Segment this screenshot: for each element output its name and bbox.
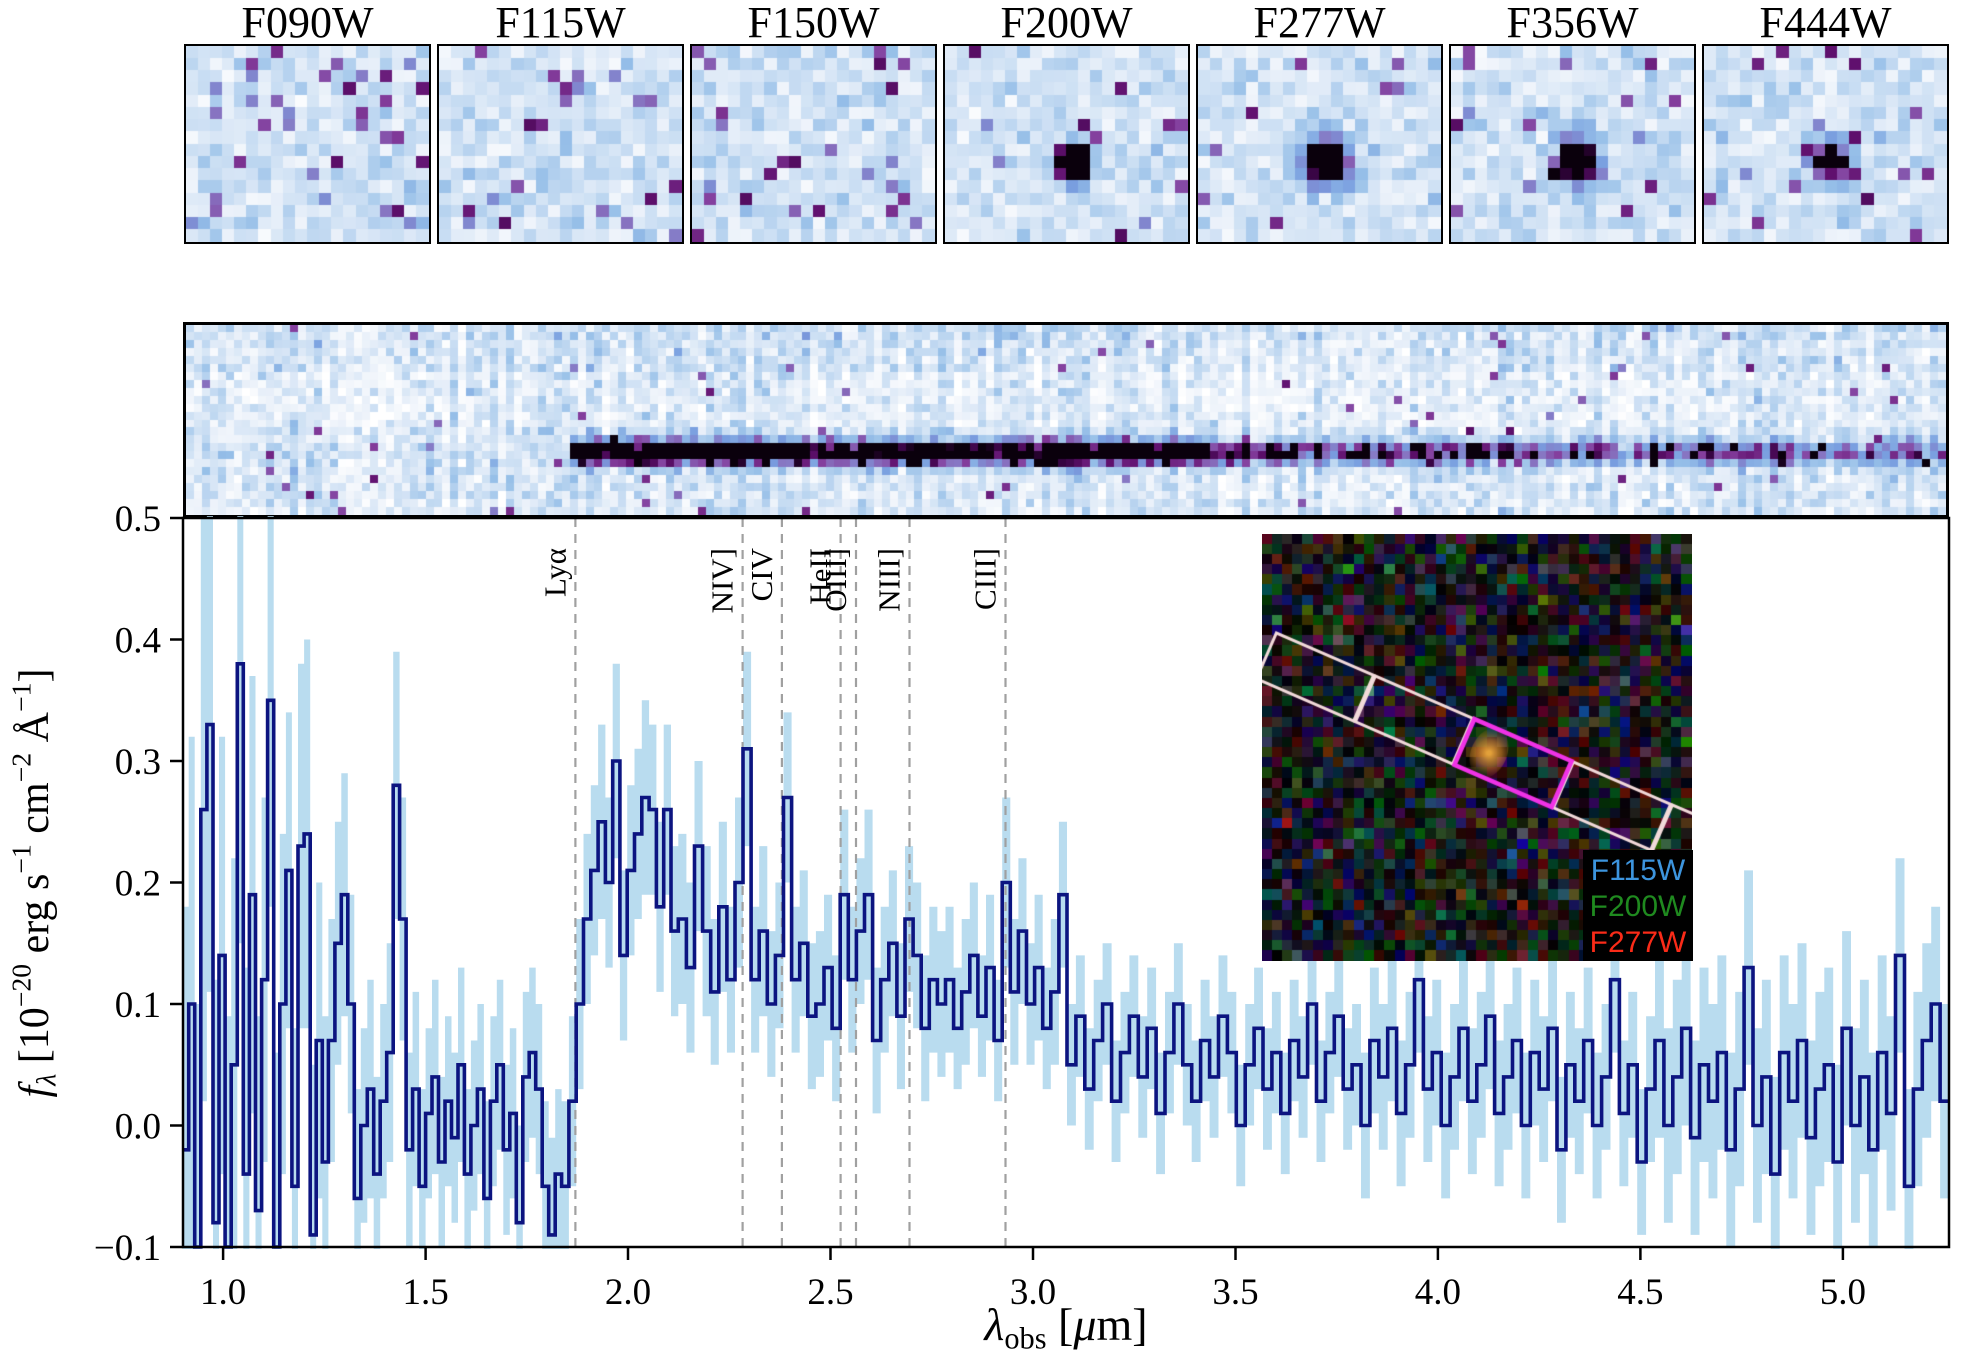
cutout-label-f115w: F115W (495, 0, 626, 47)
y-tick-label: −0.1 (94, 1228, 161, 1269)
x-tick-label: 3.5 (1212, 1272, 1258, 1313)
cutout-label-f150w: F150W (747, 0, 880, 47)
emission-line-label: NIV] (705, 548, 740, 613)
x-tick-label: 2.0 (605, 1272, 651, 1313)
emission-line-label: CIV (744, 547, 779, 601)
y-tick-label: 0.5 (115, 499, 161, 540)
cutout-label-f277w: F277W (1253, 0, 1386, 47)
cutout-image-f444w (1702, 44, 1949, 244)
cutout-image-f090w (184, 44, 431, 244)
y-tick-label: 0.3 (115, 742, 161, 783)
y-tick-label: 0.0 (115, 1107, 161, 1148)
x-tick-label: 2.5 (807, 1272, 853, 1313)
y-tick-label: 0.4 (115, 621, 161, 662)
emission-line-label: OIII] (818, 548, 853, 612)
legend-item-f277w: F277W (1589, 926, 1687, 959)
cutout-image-f277w (1196, 44, 1443, 244)
x-axis-label: λobs [μm] (982, 1299, 1147, 1355)
cutout-image-f200w (943, 44, 1190, 244)
x-tick-label: 1.5 (402, 1272, 448, 1313)
y-tick-label: 0.2 (115, 864, 161, 905)
emission-line-label: Lyα (537, 548, 572, 597)
y-axis-label: fλ [10−20 erg s−1 cm−2 Å−1] (5, 669, 61, 1098)
cutout-image-f115w (437, 44, 684, 244)
emission-line-label: CIII] (968, 548, 1003, 610)
inset-filter-legend: F115W F200W F277W (1583, 850, 1693, 961)
x-tick-label: 1.0 (200, 1272, 246, 1313)
x-tick-label: 4.0 (1415, 1272, 1461, 1313)
cutout-label-f356w: F356W (1506, 0, 1639, 47)
x-tick-label: 4.5 (1617, 1272, 1663, 1313)
x-tick-label: 5.0 (1820, 1272, 1866, 1313)
cutout-label-f200w: F200W (1000, 0, 1133, 47)
emission-line-label: HeII (803, 548, 838, 605)
emission-line-label: NIII] (872, 548, 907, 612)
cutout-image-f150w (690, 44, 937, 244)
cutout-label-f090w: F090W (241, 0, 374, 47)
cutout-image-f356w (1449, 44, 1696, 244)
legend-item-f200w: F200W (1589, 890, 1687, 923)
y-tick-label: 0.1 (115, 985, 161, 1026)
cutout-label-f444w: F444W (1759, 0, 1892, 47)
legend-item-f115w: F115W (1590, 854, 1686, 887)
x-tick-label: 3.0 (1010, 1272, 1056, 1313)
spectrum-2d-image (183, 322, 1949, 518)
